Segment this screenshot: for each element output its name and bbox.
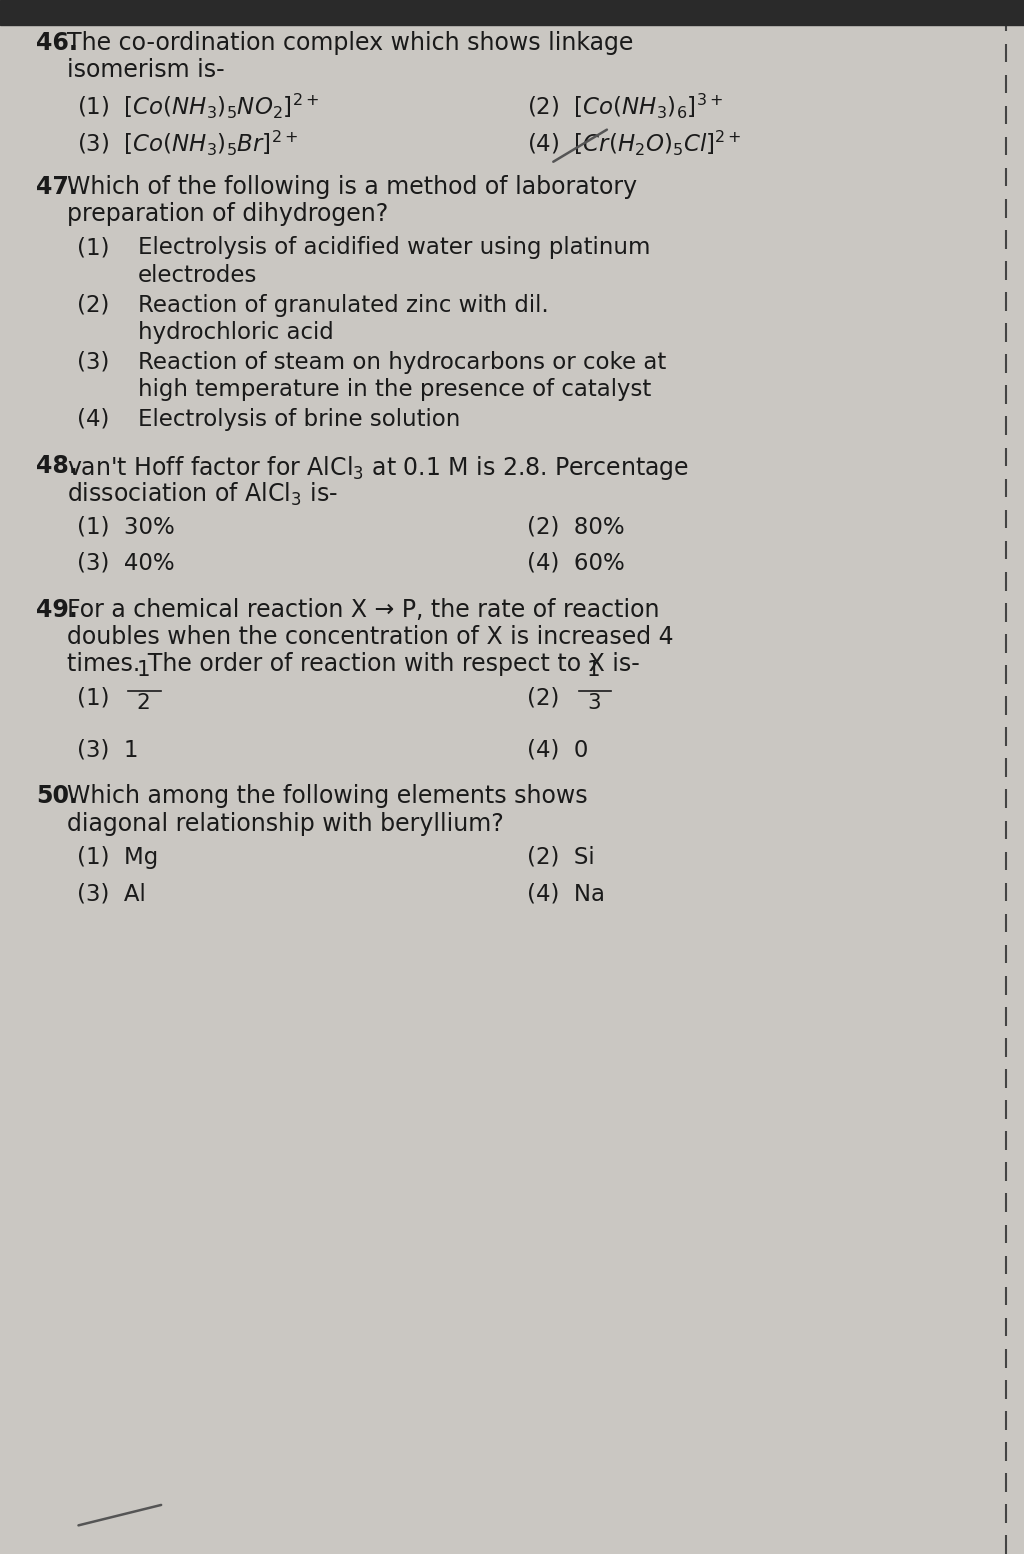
Bar bbox=[0, 0, 1024, 25]
Text: (3)  $[Co(NH_3)_5Br]^{2+}$: (3) $[Co(NH_3)_5Br]^{2+}$ bbox=[77, 129, 298, 159]
Text: Which of the following is a method of laboratory: Which of the following is a method of la… bbox=[67, 176, 637, 199]
Text: high temperature in the presence of catalyst: high temperature in the presence of cata… bbox=[138, 378, 651, 401]
Text: (3)  40%: (3) 40% bbox=[77, 552, 174, 575]
Text: (4)  0: (4) 0 bbox=[527, 738, 589, 761]
Text: (4)  60%: (4) 60% bbox=[527, 552, 625, 575]
Text: Reaction of granulated zinc with dil.: Reaction of granulated zinc with dil. bbox=[138, 294, 549, 317]
Text: (2)  Si: (2) Si bbox=[527, 845, 595, 869]
Text: 2: 2 bbox=[136, 693, 151, 713]
Text: (1)  $[Co(NH_3)_5NO_2]^{2+}$: (1) $[Co(NH_3)_5NO_2]^{2+}$ bbox=[77, 92, 318, 121]
Text: 50.: 50. bbox=[36, 785, 78, 808]
Text: 1: 1 bbox=[587, 660, 601, 681]
Text: The co-ordination complex which shows linkage: The co-ordination complex which shows li… bbox=[67, 31, 633, 54]
Text: (4)  Na: (4) Na bbox=[527, 883, 605, 906]
Text: van't Hoff factor for AlCl$_3$ at 0.1 M is 2.8. Percentage: van't Hoff factor for AlCl$_3$ at 0.1 M … bbox=[67, 454, 689, 482]
Text: electrodes: electrodes bbox=[138, 264, 258, 286]
Text: (4): (4) bbox=[77, 407, 110, 430]
Text: For a chemical reaction X → P, the rate of reaction: For a chemical reaction X → P, the rate … bbox=[67, 598, 659, 622]
Text: dissociation of AlCl$_3$ is-: dissociation of AlCl$_3$ is- bbox=[67, 482, 337, 508]
Text: 46.: 46. bbox=[36, 31, 78, 54]
Text: Reaction of steam on hydrocarbons or coke at: Reaction of steam on hydrocarbons or cok… bbox=[138, 351, 667, 373]
Text: (2): (2) bbox=[527, 687, 560, 710]
Text: (1)  30%: (1) 30% bbox=[77, 514, 174, 538]
Text: (2): (2) bbox=[77, 294, 110, 317]
Text: (4)  $[Cr(H_2O)_5Cl]^{2+}$: (4) $[Cr(H_2O)_5Cl]^{2+}$ bbox=[527, 129, 742, 159]
Text: doubles when the concentration of X is increased 4: doubles when the concentration of X is i… bbox=[67, 625, 673, 650]
Text: (2)  80%: (2) 80% bbox=[527, 514, 625, 538]
Text: (1): (1) bbox=[77, 687, 110, 710]
Text: 49.: 49. bbox=[36, 598, 78, 622]
Text: Which among the following elements shows: Which among the following elements shows bbox=[67, 785, 587, 808]
Text: isomerism is-: isomerism is- bbox=[67, 57, 224, 82]
Text: diagonal relationship with beryllium?: diagonal relationship with beryllium? bbox=[67, 811, 504, 836]
Text: 47.: 47. bbox=[36, 176, 78, 199]
Text: (1)  Mg: (1) Mg bbox=[77, 845, 158, 869]
Text: 1: 1 bbox=[136, 660, 151, 681]
Text: (2)  $[Co(NH_3)_6]^{3+}$: (2) $[Co(NH_3)_6]^{3+}$ bbox=[527, 92, 724, 121]
Text: Electrolysis of acidified water using platinum: Electrolysis of acidified water using pl… bbox=[138, 236, 650, 260]
Text: (3)  1: (3) 1 bbox=[77, 738, 138, 761]
Text: 48.: 48. bbox=[36, 454, 78, 479]
Text: (3): (3) bbox=[77, 351, 110, 373]
Text: times. The order of reaction with respect to X is-: times. The order of reaction with respec… bbox=[67, 653, 639, 676]
Text: (1): (1) bbox=[77, 236, 110, 260]
Text: Electrolysis of brine solution: Electrolysis of brine solution bbox=[138, 407, 461, 430]
Text: 3: 3 bbox=[587, 693, 601, 713]
Text: (3)  Al: (3) Al bbox=[77, 883, 145, 906]
Text: hydrochloric acid: hydrochloric acid bbox=[138, 320, 334, 343]
Text: preparation of dihydrogen?: preparation of dihydrogen? bbox=[67, 202, 388, 227]
